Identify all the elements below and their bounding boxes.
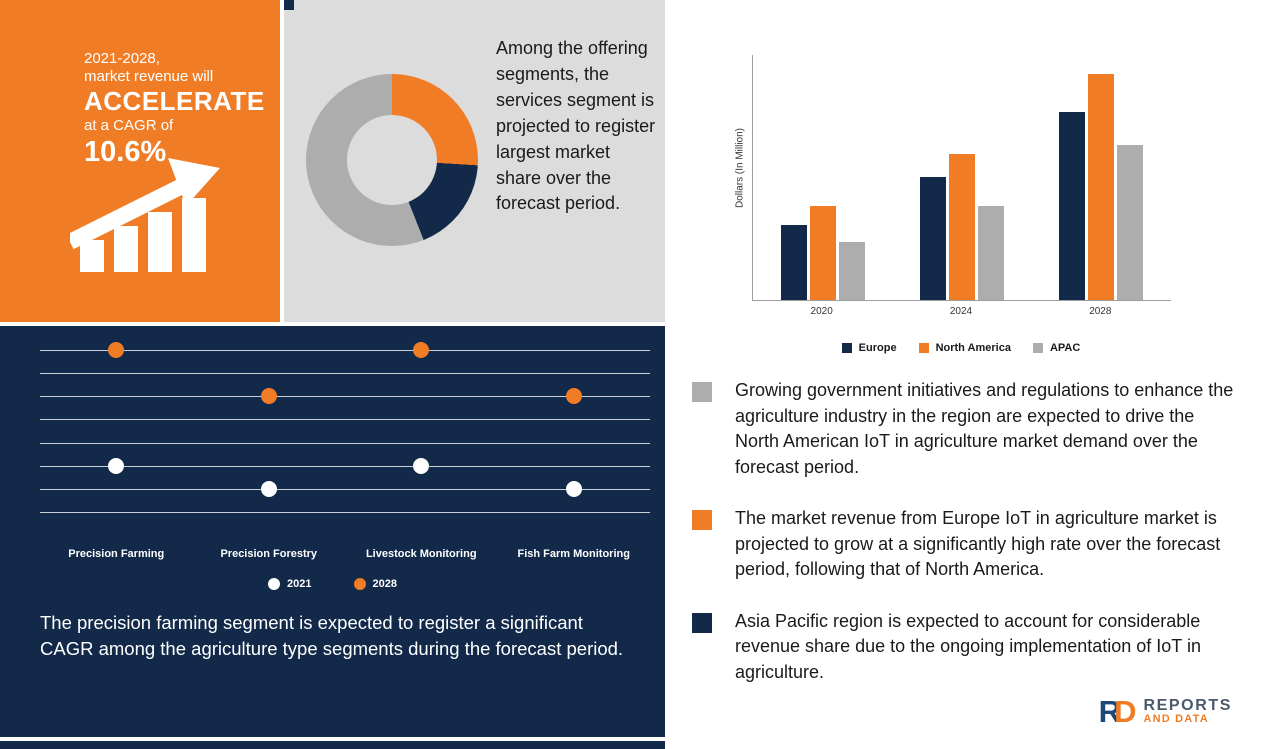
bar-north-america-2024 — [948, 154, 975, 300]
bar-group-2020 — [780, 206, 865, 300]
legend-item-europe: Europe — [841, 342, 897, 354]
bullet-square-orange — [692, 510, 712, 531]
legend-item-2028: 2028 — [353, 578, 397, 590]
legend-label-2028: 2028 — [372, 578, 397, 590]
bullet-square-navy — [692, 612, 712, 633]
legend-swatch-apac — [1032, 343, 1043, 353]
legend-label-2021: 2021 — [287, 578, 312, 590]
dot-2028 — [260, 388, 277, 405]
offering-panel: Among the offering segments, the service… — [284, 0, 665, 322]
dot-2028 — [413, 342, 430, 358]
legend-label-apac: APAC — [1049, 342, 1081, 354]
bar-group-2024 — [919, 154, 1004, 300]
bar-north-america-2028 — [1088, 74, 1115, 300]
grid-line — [40, 373, 650, 375]
offering-text: Among the offering segments, the service… — [496, 38, 656, 214]
grid-line — [40, 442, 650, 444]
growth-arrow-icon — [70, 158, 220, 272]
bar-north-america-2020 — [809, 206, 836, 300]
grid-line — [40, 512, 650, 513]
bar-europe-2020 — [780, 225, 807, 300]
grid-line — [40, 350, 650, 351]
bullet-text-europe: The market revenue from Europe IoT in ag… — [735, 508, 1221, 580]
bar-apac-2020 — [838, 242, 865, 300]
legend-dot-2021 — [268, 578, 281, 590]
x-tick-2024: 2024 — [949, 306, 973, 317]
grid-line — [40, 465, 650, 467]
legend-swatch-north-america — [918, 343, 929, 353]
dot-2021 — [260, 480, 277, 497]
bullet-europe: The market revenue from Europe IoT in ag… — [692, 506, 1237, 583]
dot-2021 — [565, 480, 582, 497]
promo-cagr-value: 10.6% — [84, 136, 167, 169]
legend-item-apac: APAC — [1032, 342, 1081, 354]
bar-group-2028 — [1059, 74, 1144, 300]
x-tick-2028: 2028 — [1089, 306, 1112, 317]
dot-2021 — [413, 457, 430, 474]
logo-line1: REPORTS — [1143, 696, 1232, 714]
category-label-fish-farm-monitoring: Fish Farm Monitoring — [517, 548, 630, 560]
bar-apac-2024 — [977, 206, 1004, 300]
legend-dot-2028 — [353, 578, 366, 590]
category-label-precision-forestry: Precision Forestry — [220, 548, 318, 560]
promo-headline: ACCELERATE — [84, 86, 265, 116]
corner-accent — [284, 0, 294, 10]
legend-swatch-europe — [841, 343, 852, 353]
insight-bullets: Growing government initiatives and regul… — [692, 378, 1237, 685]
dot-plot — [40, 342, 650, 513]
dot-plot-legend: 2021 2028 — [0, 578, 665, 590]
logo-mark-r: R — [1098, 694, 1122, 729]
dot-2028 — [108, 342, 125, 358]
cagr-text-block: 2021-2028, market revenue will ACCELERAT… — [84, 50, 265, 170]
x-tick-2020: 2020 — [810, 306, 833, 317]
logo-line2: AND DATA — [1143, 713, 1209, 726]
bullet-text-north-america: Growing government initiatives and regul… — [735, 380, 1234, 477]
logo-mark-d: D — [1114, 694, 1137, 729]
bottom-accent-strip — [0, 741, 665, 749]
legend-item-2021: 2021 — [268, 578, 312, 590]
dot-plot-categories: Precision Farming Precision Forestry Liv… — [40, 548, 650, 560]
donut-chart — [306, 74, 478, 246]
bullet-square-gray — [692, 382, 712, 402]
bar-chart-legend: Europe North America APAC — [752, 342, 1170, 354]
grid-line — [40, 396, 650, 398]
bar-europe-2024 — [919, 177, 946, 300]
reports-and-data-logo: RD REPORTS AND DATA — [1099, 696, 1232, 727]
regional-panel: Dollars (In Million) 2020 2024 2028 Europe… — [665, 0, 1280, 749]
promo-line2: market revenue will — [84, 68, 214, 85]
bullet-north-america: Growing government initiatives and regul… — [692, 378, 1237, 480]
donut-hole — [347, 115, 437, 205]
dot-2028 — [565, 388, 582, 405]
promo-line4: at a CAGR of — [84, 117, 174, 135]
legend-item-north-america: North America — [918, 342, 1011, 354]
bar-europe-2028 — [1059, 112, 1086, 300]
legend-label-europe: Europe — [858, 342, 897, 354]
grid-line — [40, 419, 650, 421]
legend-label-north-america: North America — [935, 342, 1011, 354]
bullet-asia-pacific: Asia Pacific region is expected to accou… — [692, 609, 1237, 686]
bar-ticks: 2020 2024 2028 — [752, 306, 1170, 317]
logo-mark-icon: RD — [1099, 696, 1137, 727]
bar-plot — [752, 55, 1171, 301]
bar-chart-y-axis-label: Dollars (In Million) — [734, 127, 746, 209]
category-label-precision-farming: Precision Farming — [68, 548, 165, 560]
segments-panel: Precision Farming Precision Forestry Liv… — [0, 326, 665, 737]
bullet-text-asia-pacific: Asia Pacific region is expected to accou… — [735, 610, 1201, 682]
dot-2021 — [108, 457, 125, 474]
cagr-panel: 2021-2028, market revenue will ACCELERAT… — [0, 0, 280, 322]
logo-text: REPORTS AND DATA — [1143, 697, 1232, 726]
category-label-livestock-monitoring: Livestock Monitoring — [365, 548, 477, 560]
promo-period: 2021-2028, — [84, 50, 160, 67]
precision-farming-caption: The precision farming segment is expecte… — [40, 612, 624, 660]
grid-line — [40, 488, 650, 490]
bar-apac-2028 — [1117, 145, 1144, 300]
